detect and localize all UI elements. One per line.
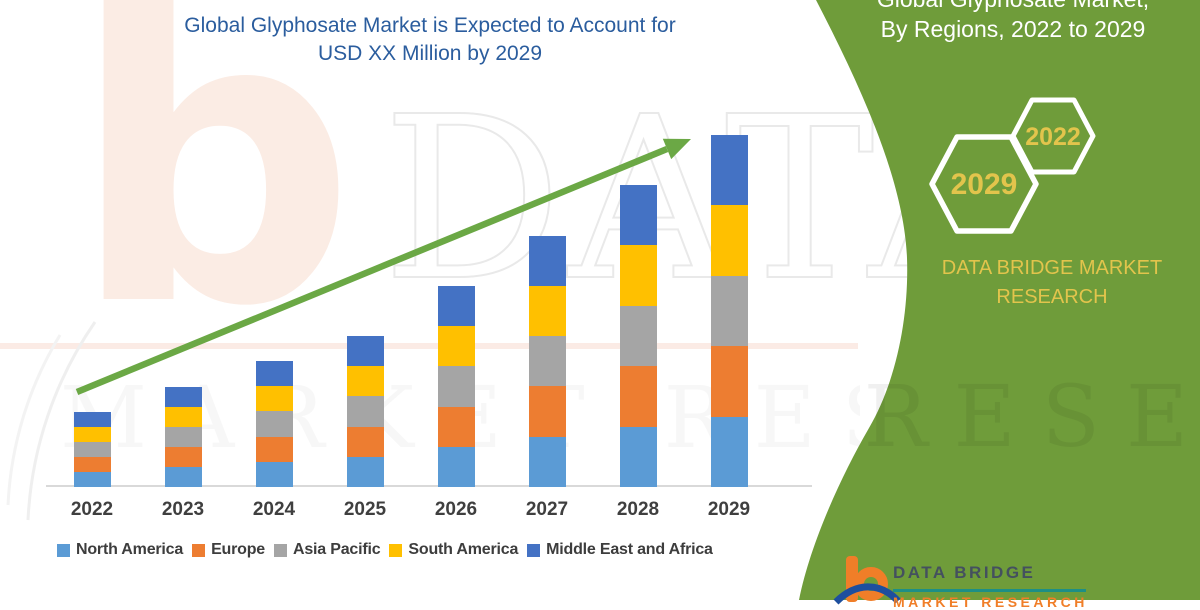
segment-2022-north-america xyxy=(73,471,111,487)
segment-2023-north-america xyxy=(164,466,202,487)
segment-2022-south-america xyxy=(73,426,111,442)
segment-2025-asia-pacific xyxy=(346,396,384,427)
segment-2022-middle-east-and-africa xyxy=(73,411,111,427)
bar-2028 xyxy=(619,185,657,487)
segment-2027-north-america xyxy=(528,436,566,487)
segment-2025-south-america xyxy=(346,366,384,397)
legend-swatch xyxy=(389,543,403,557)
legend-item-north-america: North America xyxy=(57,541,183,559)
legend: North America Europe Asia Pacific South Ame… xyxy=(57,541,773,559)
segment-2025-north-america xyxy=(346,456,384,487)
segment-2023-europe xyxy=(164,446,202,467)
legend-item-europe: Europe xyxy=(192,541,265,559)
x-axis-label-2025: 2025 xyxy=(343,499,387,520)
segment-2029-europe xyxy=(710,346,748,417)
x-axis-label-2023: 2023 xyxy=(161,499,205,520)
bar-2027 xyxy=(528,235,566,487)
legend-swatch xyxy=(192,543,206,557)
sidebar-title-line1: Global Glyphosate Market, xyxy=(830,0,1196,14)
segment-2026-europe xyxy=(437,406,475,447)
segment-2024-south-america xyxy=(255,386,293,412)
bar-2024 xyxy=(255,361,293,487)
legend-label: South America xyxy=(408,541,519,558)
segment-2029-asia-pacific xyxy=(710,275,748,347)
segment-2026-asia-pacific xyxy=(437,366,475,407)
segment-2026-south-america xyxy=(437,326,475,367)
segment-2022-europe xyxy=(73,456,111,472)
x-axis-label-2028: 2028 xyxy=(616,499,660,520)
segment-2028-north-america xyxy=(619,426,657,487)
footer-sub-text: MARKET RESEARCH xyxy=(893,594,1088,610)
segment-2028-asia-pacific xyxy=(619,305,657,367)
x-axis-line xyxy=(46,485,812,487)
legend-label: Europe xyxy=(211,541,265,558)
bar-2023 xyxy=(164,386,202,487)
bar-2022 xyxy=(73,411,111,487)
sidebar-title: Global Glyphosate Market, By Regions, 20… xyxy=(830,0,1196,44)
legend-label: North America xyxy=(76,541,184,558)
segment-2029-middle-east-and-africa xyxy=(710,135,748,206)
legend-item-middle-east-and-africa: Middle East and Africa xyxy=(527,541,713,559)
segment-2025-middle-east-and-africa xyxy=(346,336,384,367)
segment-2028-south-america xyxy=(619,245,657,306)
segment-2028-middle-east-and-africa xyxy=(619,185,657,246)
legend-swatch xyxy=(57,543,70,557)
footer-brand-text: DATA BRIDGE xyxy=(893,563,1036,582)
segment-2025-europe xyxy=(346,426,384,457)
segment-2024-north-america xyxy=(255,461,293,487)
segment-2024-europe xyxy=(255,436,293,462)
segment-2027-europe xyxy=(528,386,566,437)
x-axis-label-2024: 2024 xyxy=(252,499,296,520)
x-axis-label-2026: 2026 xyxy=(434,499,478,520)
segment-2023-asia-pacific xyxy=(164,426,202,447)
segment-2026-middle-east-and-africa xyxy=(437,286,475,327)
segment-2027-asia-pacific xyxy=(528,336,566,387)
legend-swatch xyxy=(273,543,287,557)
sidebar-brand-text: DATA BRIDGE MARKET RESEARCH xyxy=(892,254,1200,312)
sidebar-brand-line1: DATA BRIDGE MARKET xyxy=(941,257,1163,279)
legend-item-asia-pacific: Asia Pacific xyxy=(273,541,381,559)
x-axis-label-2027: 2027 xyxy=(525,499,569,520)
segment-2027-middle-east-and-africa xyxy=(528,235,566,286)
bar-2026 xyxy=(437,286,475,487)
segment-2027-south-america xyxy=(528,285,566,337)
segment-2024-asia-pacific xyxy=(255,411,293,437)
legend-label: Asia Pacific xyxy=(292,541,381,558)
x-axis-label-2029: 2029 xyxy=(707,499,751,520)
segment-2029-south-america xyxy=(710,205,748,276)
bar-2029 xyxy=(710,135,748,487)
legend-label: Middle East and Africa xyxy=(546,541,713,558)
segment-2029-north-america xyxy=(710,416,748,487)
bar-2025 xyxy=(346,336,384,487)
chart-title-line1: Global Glyphosate Market is Expected to … xyxy=(184,14,676,37)
sidebar-title-line2: By Regions, 2022 to 2029 xyxy=(880,16,1146,42)
segment-2028-europe xyxy=(619,366,657,427)
legend-swatch xyxy=(527,543,541,557)
sidebar-brand-line2: RESEARCH xyxy=(996,286,1108,308)
segment-2023-south-america xyxy=(164,406,202,427)
segment-2024-middle-east-and-africa xyxy=(255,361,293,387)
chart-title: Global Glyphosate Market is Expected to … xyxy=(60,12,800,68)
segment-2026-north-america xyxy=(437,446,475,487)
segment-2023-middle-east-and-africa xyxy=(164,386,202,407)
chart-title-line2: USD XX Million by 2029 xyxy=(317,42,543,65)
sidebar-watermark-text: MARKET RESEARCH xyxy=(822,368,1200,467)
segment-2022-asia-pacific xyxy=(73,441,111,457)
x-axis-label-2022: 2022 xyxy=(70,499,114,520)
legend-item-south-america: South America xyxy=(389,541,518,559)
footer-teal-rule xyxy=(893,589,1086,592)
